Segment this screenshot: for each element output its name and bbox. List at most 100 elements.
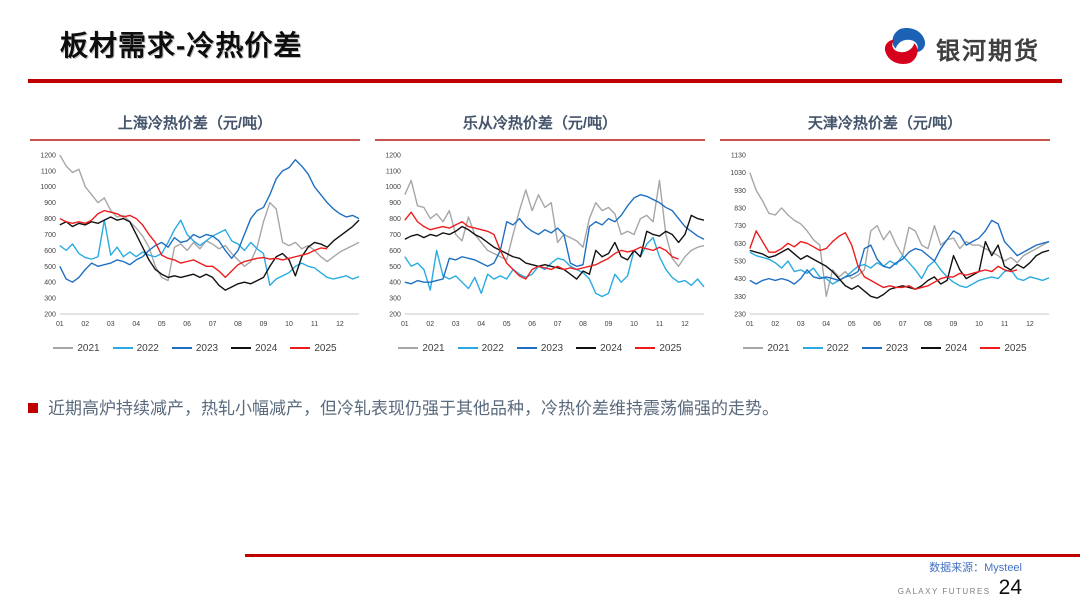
x-axis-tick: 10 [630,321,638,328]
y-axis-tick: 400 [44,280,56,287]
y-axis-tick: 800 [389,216,401,223]
x-axis-tick: 11 [1001,321,1008,328]
legend-line-icon [398,347,419,350]
x-axis-tick: 08 [234,321,242,328]
chart-panel-shanghai: 上海冷热价差（元/吨） 200 300 400 500 600 700 800 900 1000… [28,112,362,354]
legend-line-icon [635,347,656,350]
series-line-2024 [404,214,705,280]
x-axis-tick: 04 [822,321,830,328]
legend-line-icon [802,347,823,350]
chart-legend-tianjin: 2021 2022 2023 2024 2025 [718,343,1052,354]
x-axis-tick: 08 [579,321,587,328]
series-line-2025 [59,209,328,279]
legend-item-2024: 2024 [576,343,622,354]
y-axis-tick: 300 [389,296,401,303]
series-line-2023 [404,194,705,285]
chart-panel-tianjin: 天津冷热价差（元/吨） 230 330 430 530 630 730 830 930 1030… [718,112,1052,354]
legend-line-icon [290,347,311,350]
series-line-2024 [749,240,1050,299]
legend-item-2024: 2024 [231,343,277,354]
legend-item-2024: 2024 [921,343,967,354]
legend-line-icon [576,347,597,350]
legend-line-icon [112,347,133,350]
chart-lecong: 200 300 400 500 600 700 800 900 1000 1100 1200 01 02… [385,152,705,328]
legend-line-icon [980,347,1001,350]
y-axis-tick: 500 [44,264,56,271]
y-axis-tick: 800 [44,216,56,223]
y-axis-tick: 1000 [385,184,401,191]
x-axis-tick: 07 [209,321,217,328]
legend-item-2021: 2021 [743,343,790,354]
x-axis-tick: 06 [183,321,191,328]
y-axis-tick: 1130 [731,152,746,159]
legend-item-2021: 2021 [398,343,445,354]
x-axis-tick: 06 [873,321,881,328]
y-axis-tick: 1100 [41,168,56,175]
y-axis-tick: 700 [389,232,401,239]
legend-item-2023: 2023 [861,343,908,354]
legend-item-2023: 2023 [171,343,218,354]
legend-item-2025: 2025 [290,343,337,354]
y-axis-tick: 700 [44,232,56,239]
page-number: 24 [998,576,1022,599]
series-line-2024 [59,216,360,291]
series-line-2025 [749,230,1018,290]
x-axis-tick: 01 [56,321,64,328]
x-axis-tick: 03 [452,321,460,328]
x-axis-tick: 10 [285,321,293,328]
x-axis-tick: 06 [528,321,536,328]
y-axis-tick: 1100 [386,168,401,175]
legend-line-icon [743,347,764,350]
series-line-2022 [749,251,1050,289]
chart-title-lecong: 乐从冷热价差（元/吨） [375,112,705,141]
legend-line-icon [171,347,192,350]
y-axis-tick: 1200 [385,152,401,159]
chart-tianjin: 230 330 430 530 630 730 830 930 1030 1130 01 02 03 04… [730,152,1050,328]
y-axis-tick: 730 [734,223,746,230]
brand-logo: 银河期货 [882,26,1040,71]
y-axis-tick: 1000 [40,184,56,191]
x-axis-tick: 12 [336,321,344,328]
series-line-2025 [404,211,679,280]
legend-item-2021: 2021 [53,343,100,354]
x-axis-tick: 01 [746,321,754,328]
header-divider [28,79,1062,83]
y-axis-tick: 230 [734,311,746,318]
x-axis-tick: 02 [426,321,434,328]
x-axis-tick: 05 [848,321,856,328]
chart-title-shanghai: 上海冷热价差（元/吨） [30,112,360,141]
commentary-row: 近期高炉持续减产，热轧小幅减产，但冷轧表现仍强于其他品种，冷热价差维持震荡偏强的… [28,397,1058,421]
y-axis-tick: 930 [734,188,746,195]
legend-line-icon [53,347,74,350]
y-axis-tick: 430 [734,276,746,283]
page-title: 板材需求-冷热价差 [60,30,303,61]
legend-item-2022: 2022 [802,343,849,354]
footer: 数据来源：Mysteel GALAXY FUTURES 24 [898,559,1022,600]
y-axis-tick: 600 [44,248,56,255]
bullet-square-icon [28,403,38,413]
x-axis-tick: 03 [797,321,805,328]
y-axis-tick: 830 [734,205,746,212]
y-axis-tick: 500 [389,264,401,271]
x-axis-tick: 03 [107,321,115,328]
x-axis-tick: 12 [1026,321,1034,328]
galaxy-logo-icon [882,26,928,71]
y-axis-tick: 300 [44,296,56,303]
y-axis-tick: 330 [734,294,746,301]
y-axis-tick: 630 [734,241,746,248]
x-axis-tick: 10 [975,321,983,328]
x-axis-tick: 02 [81,321,89,328]
chart-legend-lecong: 2021 2022 2023 2024 2025 [373,343,707,354]
legend-line-icon [861,347,882,350]
x-axis-tick: 05 [158,321,166,328]
legend-line-icon [231,347,252,350]
x-axis-tick: 01 [401,321,409,328]
x-axis-tick: 02 [771,321,779,328]
x-axis-tick: 09 [260,321,268,328]
chart-legend-shanghai: 2021 2022 2023 2024 2025 [28,343,362,354]
y-axis-tick: 1030 [730,170,746,177]
series-line-2021 [749,172,1050,297]
x-axis-tick: 11 [311,321,318,328]
legend-line-icon [921,347,942,350]
y-axis-tick: 1200 [40,152,56,159]
